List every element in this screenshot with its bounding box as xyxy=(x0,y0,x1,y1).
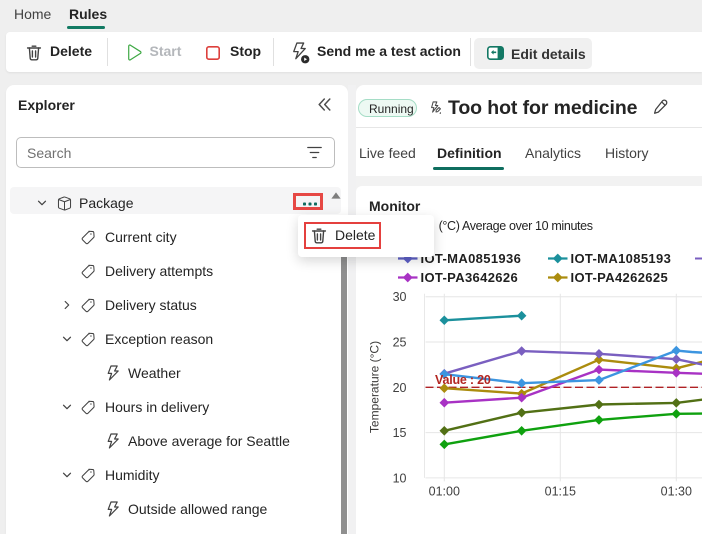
svg-text:Temperature (°C): Temperature (°C) xyxy=(367,341,381,433)
svg-text:25: 25 xyxy=(392,336,406,350)
svg-text:20: 20 xyxy=(392,381,406,395)
svg-text:01:15: 01:15 xyxy=(544,485,575,499)
svg-text:01:30: 01:30 xyxy=(660,485,691,499)
svg-text:15: 15 xyxy=(392,426,406,440)
svg-text:30: 30 xyxy=(392,290,406,304)
svg-text:Value : 20: Value : 20 xyxy=(435,373,491,387)
svg-text:10: 10 xyxy=(392,471,406,485)
svg-text:01:00: 01:00 xyxy=(428,485,459,499)
